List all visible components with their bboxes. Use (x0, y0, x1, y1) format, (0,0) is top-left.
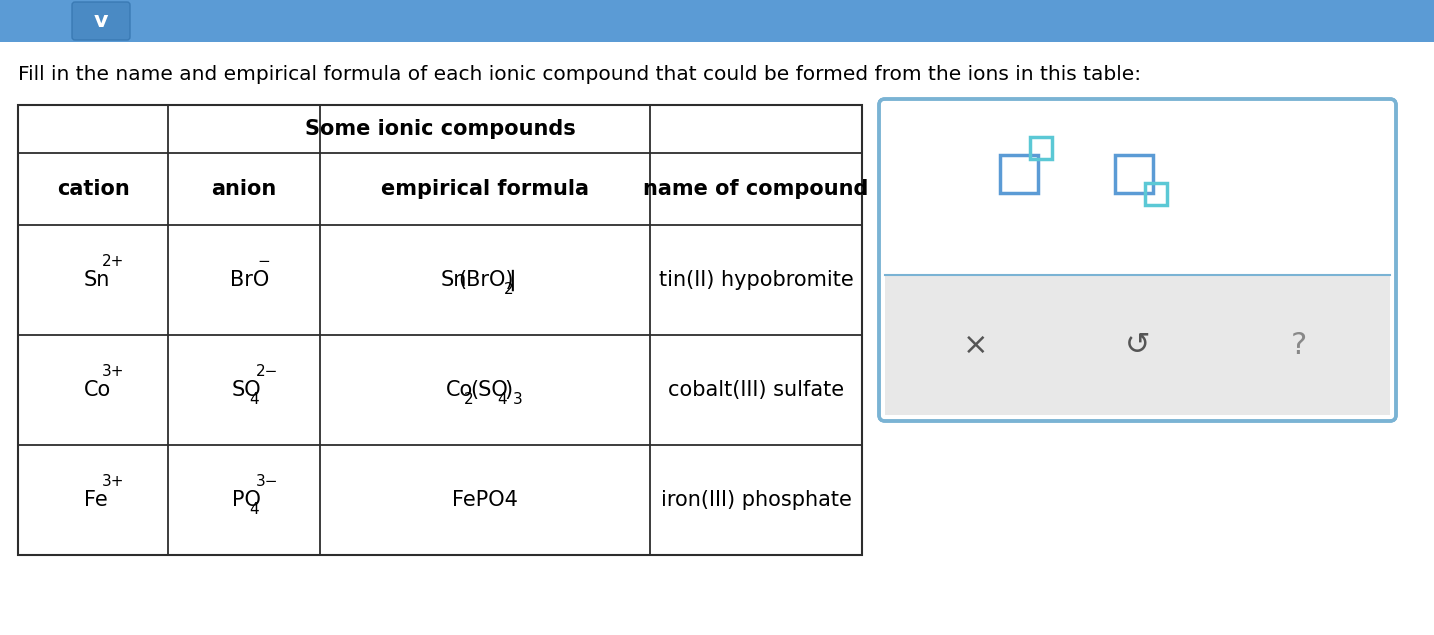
Text: iron(III) phosphate: iron(III) phosphate (661, 490, 852, 510)
Text: ): ) (505, 380, 512, 400)
Text: Co: Co (446, 380, 473, 400)
Bar (999, 155, 1038, 193)
Text: cobalt(III) sulfate: cobalt(III) sulfate (668, 380, 845, 400)
Text: 3+: 3+ (102, 364, 125, 380)
Text: cation: cation (56, 179, 129, 199)
Text: 2+: 2+ (102, 255, 125, 269)
Text: 2: 2 (465, 392, 473, 408)
Text: ×: × (964, 330, 988, 359)
Bar (1144, 183, 1167, 205)
Text: 4: 4 (250, 502, 260, 518)
Text: BrO: BrO (231, 270, 270, 290)
Text: (SO: (SO (470, 380, 509, 400)
Text: −: − (258, 255, 270, 269)
Text: ↺: ↺ (1124, 330, 1150, 359)
Text: tin(II) hypobromite: tin(II) hypobromite (658, 270, 853, 290)
Text: anion: anion (211, 179, 277, 199)
Text: Co: Co (85, 380, 112, 400)
Text: PO: PO (232, 490, 261, 510)
Text: ▏: ▏ (512, 269, 528, 291)
Text: SO: SO (232, 380, 261, 400)
Text: Sn: Sn (440, 270, 467, 290)
Text: v: v (93, 11, 108, 31)
Text: 2−: 2− (257, 364, 278, 380)
Text: 4: 4 (250, 392, 260, 408)
Text: (BrO): (BrO) (459, 270, 515, 290)
Bar (1030, 137, 1053, 159)
Text: 3: 3 (513, 392, 523, 408)
Text: Sn: Sn (85, 270, 110, 290)
Text: 3−: 3− (257, 474, 278, 490)
Bar (1116, 155, 1153, 193)
Text: ?: ? (1291, 330, 1308, 359)
Bar (885, 275, 1390, 415)
Text: Fill in the name and empirical formula of each ionic compound that could be form: Fill in the name and empirical formula o… (19, 65, 1141, 84)
Bar (0, 0, 1434, 42)
Text: empirical formula: empirical formula (381, 179, 589, 199)
Bar (19, 105, 862, 555)
FancyBboxPatch shape (72, 2, 130, 40)
Text: Fe: Fe (85, 490, 108, 510)
Text: 2: 2 (503, 283, 513, 298)
Text: 3+: 3+ (102, 474, 125, 490)
Text: name of compound: name of compound (644, 179, 869, 199)
FancyBboxPatch shape (879, 99, 1397, 421)
Text: Some ionic compounds: Some ionic compounds (304, 119, 575, 139)
Text: FePO4: FePO4 (452, 490, 518, 510)
Text: 4: 4 (498, 392, 508, 408)
